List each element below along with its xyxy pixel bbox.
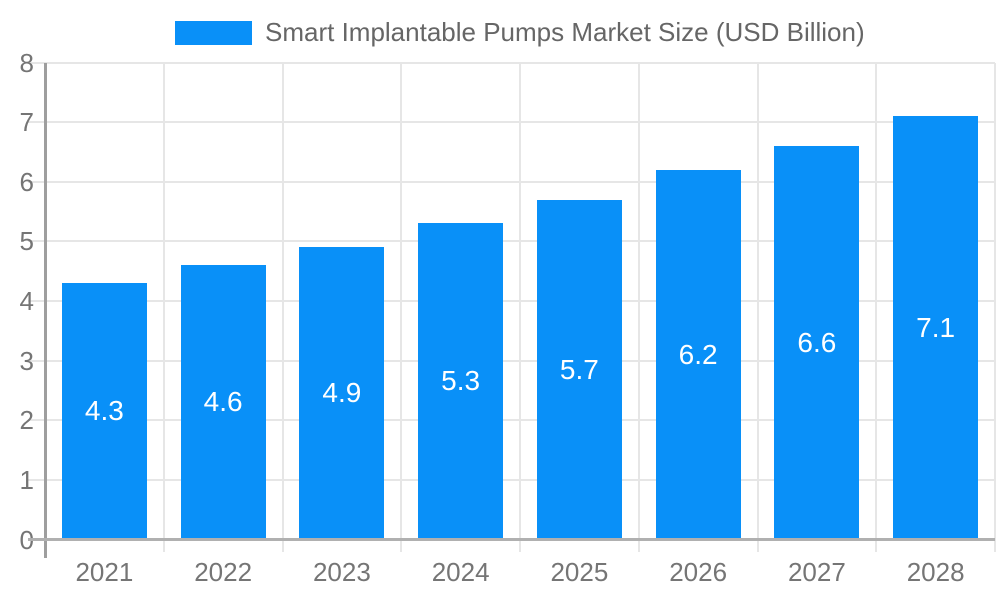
x-axis-line xyxy=(28,538,995,541)
bar-value-label: 6.6 xyxy=(797,326,837,358)
bar-value-label: 4.3 xyxy=(84,395,124,427)
x-tick-label: 2027 xyxy=(787,556,846,587)
h-gridline xyxy=(28,180,995,183)
h-gridline xyxy=(28,419,995,422)
x-tick-label: 2024 xyxy=(431,556,490,587)
h-gridline xyxy=(28,240,995,243)
y-tick-label: 4 xyxy=(19,286,34,316)
v-gridline xyxy=(281,62,284,552)
y-tick-label: 1 xyxy=(19,464,34,495)
v-gridline xyxy=(400,62,403,552)
bar-value-label: 5.7 xyxy=(559,353,599,385)
bar-value-label: 4.6 xyxy=(203,386,243,418)
v-gridline xyxy=(875,62,878,552)
x-tick-label: 2023 xyxy=(312,556,371,587)
bar-value-label: 4.9 xyxy=(322,377,362,409)
h-gridline xyxy=(28,121,995,124)
y-axis-line xyxy=(43,62,47,558)
h-gridline xyxy=(28,61,995,64)
x-tick-label: 2025 xyxy=(550,556,609,587)
v-gridline xyxy=(162,62,165,552)
x-tick-label: 2026 xyxy=(669,556,728,587)
x-tick-label: 2021 xyxy=(75,556,134,587)
x-tick-label: 2028 xyxy=(906,556,965,587)
bar: 4.3 xyxy=(61,283,147,540)
y-tick-label: 8 xyxy=(19,47,34,78)
v-gridline xyxy=(756,62,759,552)
bar: 7.1 xyxy=(893,116,979,540)
h-gridline xyxy=(28,478,995,481)
bar: 6.2 xyxy=(655,169,741,540)
h-gridline xyxy=(28,300,995,302)
bar: 5.7 xyxy=(536,199,622,540)
bar: 5.3 xyxy=(418,223,504,540)
h-gridline xyxy=(28,359,995,362)
y-tick-label: 3 xyxy=(19,345,34,376)
x-tick-label: 2022 xyxy=(194,556,253,587)
bar: 6.6 xyxy=(774,145,860,540)
y-tick-label: 2 xyxy=(19,405,34,436)
bar-value-label: 6.2 xyxy=(678,338,718,370)
bar-value-label: 5.3 xyxy=(441,365,481,397)
legend-swatch xyxy=(175,20,252,45)
v-gridline xyxy=(637,62,640,552)
bar: 4.9 xyxy=(299,247,385,540)
y-tick-label: 7 xyxy=(19,107,34,138)
y-tick-label: 5 xyxy=(19,226,34,257)
v-gridline xyxy=(519,62,521,552)
bar: 4.6 xyxy=(180,265,266,540)
y-tick-label: 6 xyxy=(19,166,34,197)
chart-legend: Smart Implantable Pumps Market Size (USD… xyxy=(175,17,865,48)
chart-title: Smart Implantable Pumps Market Size (USD… xyxy=(265,17,865,47)
v-gridline xyxy=(994,62,996,552)
bar-value-label: 7.1 xyxy=(916,311,956,343)
y-tick-label: 0 xyxy=(19,524,34,555)
